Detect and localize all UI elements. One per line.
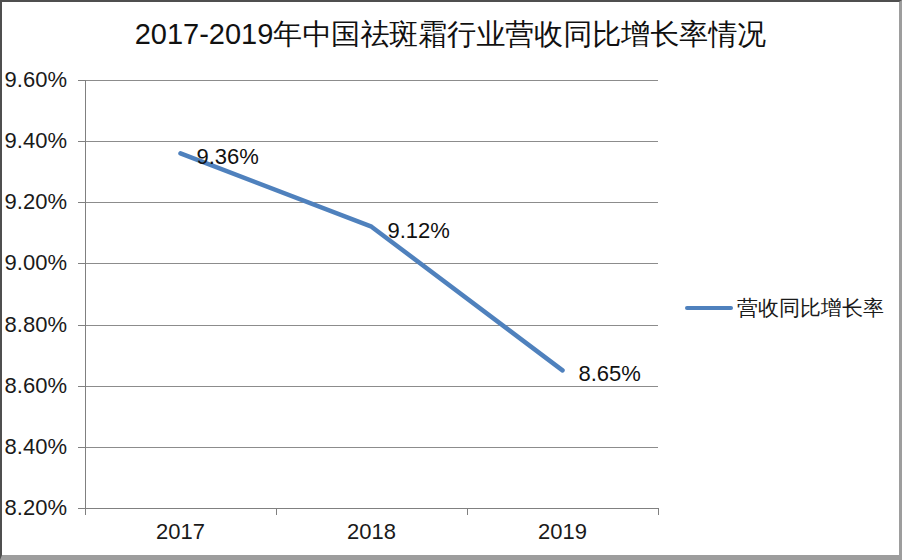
gridline [86,80,658,81]
x-axis-tick [467,508,468,515]
x-axis-tick [85,508,86,515]
gridline [86,141,658,142]
y-axis-tick-label: 8.40% [2,436,67,458]
y-axis-tick [78,141,85,142]
y-axis-tick [78,263,85,264]
y-axis-tick [78,386,85,387]
y-axis-tick-label: 8.80% [2,314,67,336]
y-axis-tick-label: 9.40% [2,130,67,152]
y-axis-tick-label: 9.20% [2,191,67,213]
gridline [86,325,658,326]
x-axis-line [85,508,659,509]
x-axis-tick-label: 2019 [503,520,623,544]
y-axis-tick [78,325,85,326]
y-axis-tick [78,80,85,81]
series-line [181,153,563,370]
y-axis-tick-label: 8.60% [2,375,67,397]
y-axis-line [85,80,86,508]
gridline [86,263,658,264]
gridline [86,447,658,448]
x-axis-tick [658,508,659,515]
data-point-label: 8.65% [579,363,641,385]
y-axis-tick [78,447,85,448]
legend-series-label: 营收同比增长率 [737,294,884,322]
gridline [86,202,658,203]
y-axis-tick-label: 8.20% [2,497,67,519]
legend-line-sample-icon [685,306,733,310]
x-axis-tick [276,508,277,515]
y-axis-tick [78,508,85,509]
y-axis-tick-label: 9.60% [2,69,67,91]
data-point-label: 9.12% [388,220,450,242]
y-axis-tick-label: 9.00% [2,252,67,274]
data-point-label: 9.36% [197,146,259,168]
chart-title: 2017-2019年中国祛斑霜行业营收同比增长率情况 [2,15,899,55]
x-axis-tick-label: 2018 [312,520,432,544]
x-axis-tick-label: 2017 [121,520,241,544]
y-axis-tick [78,202,85,203]
gridline [86,386,658,387]
series-svg-layer [2,2,899,555]
chart-image-frame: 2017-2019年中国祛斑霜行业营收同比增长率情况 9.60% 9.40% 9.2… [0,0,902,560]
legend: 营收同比增长率 [685,295,884,320]
